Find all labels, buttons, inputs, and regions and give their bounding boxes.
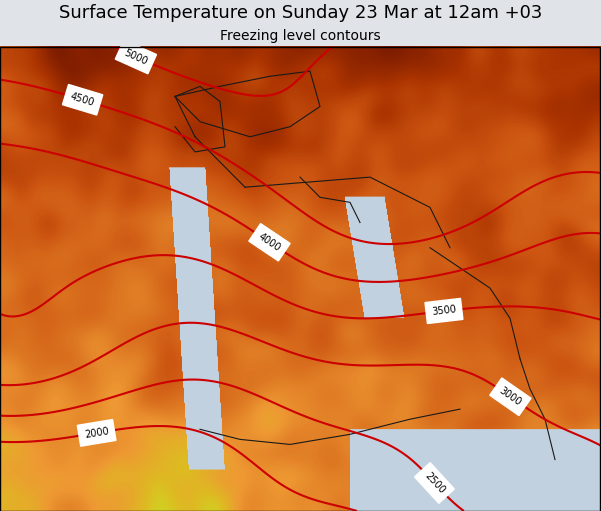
Text: 3500: 3500 [431,305,457,317]
Text: 3000: 3000 [498,386,523,408]
Text: 2500: 2500 [423,471,447,496]
Text: Freezing level contours: Freezing level contours [220,29,381,43]
Text: 2000: 2000 [84,426,109,440]
Text: 4000: 4000 [257,231,282,253]
Text: 5000: 5000 [123,47,149,66]
Text: Surface Temperature on Sunday 23 Mar at 12am +03: Surface Temperature on Sunday 23 Mar at … [59,4,542,22]
Text: 4500: 4500 [69,91,96,108]
